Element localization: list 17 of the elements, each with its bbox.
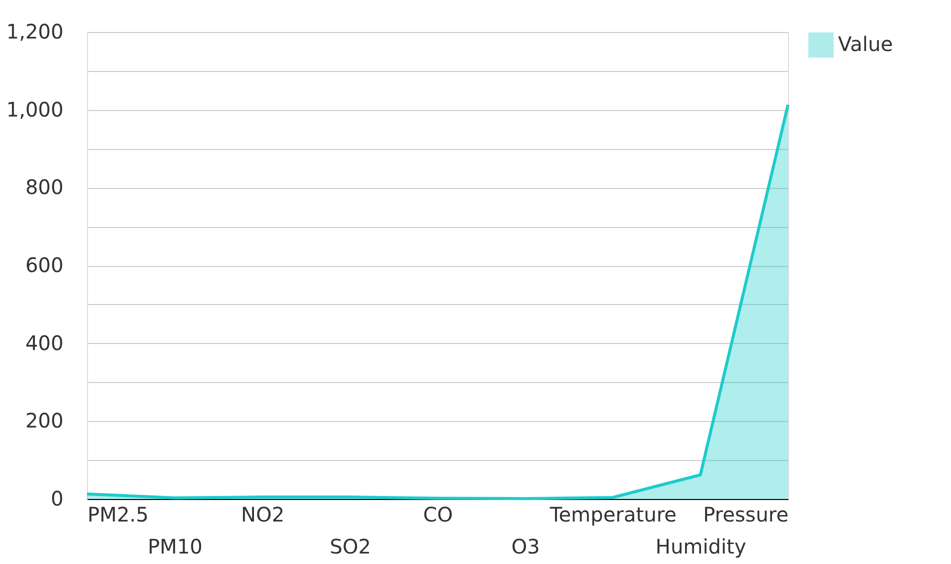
x-tick-label: Humidity <box>656 534 746 558</box>
x-tick-label: Temperature <box>548 502 677 526</box>
y-tick-label: 400 <box>25 330 64 355</box>
x-tick-label: Pressure <box>703 502 788 526</box>
x-tick-label: O3 <box>511 534 540 558</box>
x-tick-label: SO2 <box>330 534 371 558</box>
y-tick-label: 0 <box>50 486 64 510</box>
y-tick-label: 1,200 <box>6 20 64 44</box>
x-tick-label: PM10 <box>148 534 203 558</box>
y-tick-label: 1,000 <box>6 97 64 122</box>
x-tick-label: PM2.5 <box>88 502 149 526</box>
y-tick-label: 800 <box>25 175 64 200</box>
x-tick-label: CO <box>423 502 453 526</box>
y-tick-label: 200 <box>25 408 64 433</box>
y-tick-label: 600 <box>25 253 64 277</box>
legend-label: Value <box>838 32 893 56</box>
x-tick-label: NO2 <box>241 502 284 526</box>
